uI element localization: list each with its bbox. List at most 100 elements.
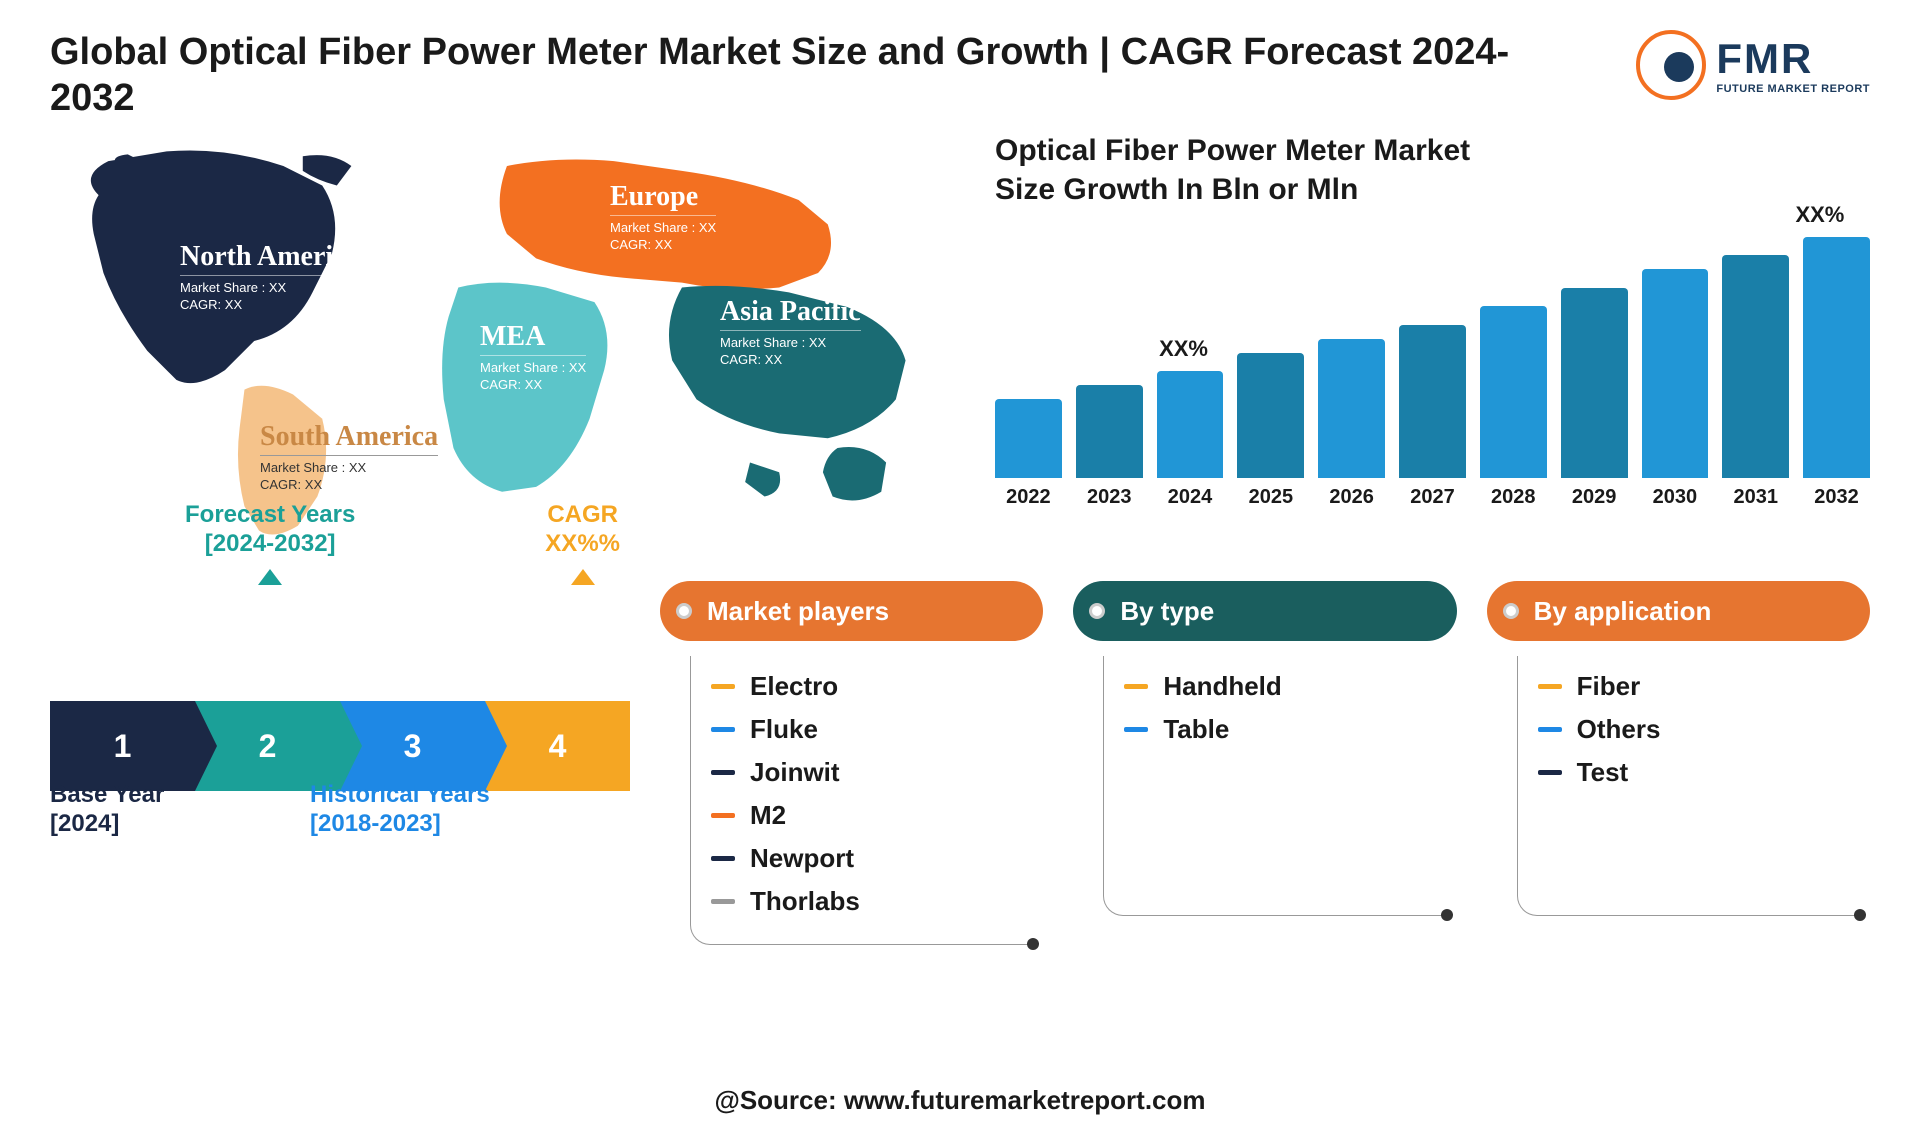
- bar: [1157, 371, 1224, 478]
- bar: [995, 399, 1062, 478]
- region-label-ap: Asia Pacific Market Share : XX CAGR: XX: [720, 296, 861, 367]
- bar-year-label: 2031: [1733, 486, 1778, 509]
- bar: [1642, 269, 1709, 478]
- list-item: Electro: [711, 671, 1033, 702]
- bar: [1076, 385, 1143, 478]
- dash-icon: [1538, 727, 1562, 732]
- item-text: Others: [1577, 714, 1661, 745]
- bar-year-label: 2025: [1249, 486, 1294, 509]
- chart-title: Optical Fiber Power Meter Market Size Gr…: [995, 131, 1495, 209]
- market-players-box: Market players Electro Fluke Joinwit M2 Newp…: [660, 581, 1043, 1055]
- by-type-box: By type Handheld Table: [1073, 581, 1456, 1055]
- dot-icon: [1089, 603, 1105, 619]
- bar: [1237, 353, 1304, 478]
- bar: [1722, 255, 1789, 478]
- bar-chart: 2022 2023 2024 2025 2026 2027 2028 2029 2030 2031…: [995, 229, 1870, 509]
- region-label-sa: South America Market Share : XX CAGR: XX: [260, 421, 438, 492]
- bar-year-label: 2027: [1410, 486, 1455, 509]
- region-label-mea: MEA Market Share : XX CAGR: XX: [480, 321, 586, 392]
- cagr-label: CAGR XX%%: [545, 501, 620, 559]
- page-title: Global Optical Fiber Power Meter Market …: [50, 30, 1550, 121]
- region-label-eu: Europe Market Share : XX CAGR: XX: [610, 181, 716, 252]
- dash-icon: [711, 856, 735, 861]
- bar-col-2028: 2028: [1480, 306, 1547, 509]
- list-item: Joinwit: [711, 757, 1033, 788]
- list-item: Fluke: [711, 714, 1033, 745]
- dash-icon: [711, 813, 735, 818]
- bar-col-2029: 2029: [1561, 288, 1628, 509]
- dash-icon: [711, 899, 735, 904]
- bar-year-label: 2024: [1168, 486, 1213, 509]
- list-item: Newport: [711, 843, 1033, 874]
- bar-year-label: 2030: [1653, 486, 1698, 509]
- header: Global Optical Fiber Power Meter Market …: [50, 30, 1870, 121]
- dot-icon: [676, 603, 692, 619]
- bar-col-2022: 2022: [995, 399, 1062, 509]
- market-players-list: Electro Fluke Joinwit M2 Newport Thorlabs: [690, 656, 1033, 945]
- source-text: @Source: www.futuremarketreport.com: [50, 1085, 1870, 1116]
- list-item: Table: [1124, 714, 1446, 745]
- bar: [1561, 288, 1628, 478]
- item-text: Table: [1163, 714, 1229, 745]
- bar-annotation: XX%: [1159, 336, 1208, 362]
- dash-icon: [1124, 727, 1148, 732]
- dash-icon: [1538, 684, 1562, 689]
- historical-label: Historical Years [2018-2023]: [310, 781, 490, 839]
- logo-icon: [1636, 30, 1706, 100]
- dot-icon: [1503, 603, 1519, 619]
- bar-col-2027: 2027: [1399, 325, 1466, 509]
- bar-year-label: 2028: [1491, 486, 1536, 509]
- bar-annotation: XX%: [1795, 202, 1844, 228]
- by-application-box: By application Fiber Others Test: [1487, 581, 1870, 1055]
- list-item: Handheld: [1124, 671, 1446, 702]
- list-item: Test: [1538, 757, 1860, 788]
- bar-col-2024: 2024: [1157, 371, 1224, 509]
- item-text: Handheld: [1163, 671, 1281, 702]
- market-players-header: Market players: [660, 581, 1043, 641]
- world-map: North America Market Share : XX CAGR: XX…: [50, 131, 925, 551]
- forecast-label: Forecast Years [2024-2032]: [185, 501, 355, 559]
- base-year-label: Base Year [2024]: [50, 781, 164, 839]
- bar-col-2032: 2032: [1803, 237, 1870, 509]
- list-item: Others: [1538, 714, 1860, 745]
- by-type-header: By type: [1073, 581, 1456, 641]
- bar-col-2031: 2031: [1722, 255, 1789, 509]
- item-text: Joinwit: [750, 757, 840, 788]
- bar-col-2023: 2023: [1076, 385, 1143, 509]
- bar-year-label: 2023: [1087, 486, 1132, 509]
- region-label-na: North America Market Share : XX CAGR: XX: [180, 241, 360, 312]
- bar-year-label: 2026: [1329, 486, 1374, 509]
- logo: FMR FUTURE MARKET REPORT: [1636, 30, 1870, 100]
- dash-icon: [1538, 770, 1562, 775]
- list-item: Fiber: [1538, 671, 1860, 702]
- list-item: Thorlabs: [711, 886, 1033, 917]
- item-text: Electro: [750, 671, 838, 702]
- by-application-list: Fiber Others Test: [1517, 656, 1860, 916]
- bar: [1480, 306, 1547, 478]
- by-application-header: By application: [1487, 581, 1870, 641]
- bar-year-label: 2029: [1572, 486, 1617, 509]
- timeline-seg-1: 1: [50, 701, 195, 791]
- item-text: Thorlabs: [750, 886, 860, 917]
- bar-year-label: 2022: [1006, 486, 1051, 509]
- by-type-list: Handheld Table: [1103, 656, 1446, 916]
- dash-icon: [711, 684, 735, 689]
- list-item: M2: [711, 800, 1033, 831]
- bar: [1803, 237, 1870, 478]
- bar-col-2025: 2025: [1237, 353, 1304, 509]
- logo-subtitle: FUTURE MARKET REPORT: [1716, 83, 1870, 95]
- dash-icon: [1124, 684, 1148, 689]
- item-text: Fiber: [1577, 671, 1641, 702]
- bar-col-2030: 2030: [1642, 269, 1709, 509]
- timeline: Forecast Years [2024-2032] CAGR XX%% 1 2…: [50, 581, 630, 1055]
- item-text: M2: [750, 800, 786, 831]
- bar: [1318, 339, 1385, 478]
- bar: [1399, 325, 1466, 478]
- bar-col-2026: 2026: [1318, 339, 1385, 509]
- logo-acronym: FMR: [1716, 35, 1870, 83]
- timeline-bar: 1 2 3 4: [50, 701, 630, 791]
- item-text: Fluke: [750, 714, 818, 745]
- item-text: Newport: [750, 843, 854, 874]
- bar-chart-area: Optical Fiber Power Meter Market Size Gr…: [965, 131, 1870, 551]
- bar-year-label: 2032: [1814, 486, 1859, 509]
